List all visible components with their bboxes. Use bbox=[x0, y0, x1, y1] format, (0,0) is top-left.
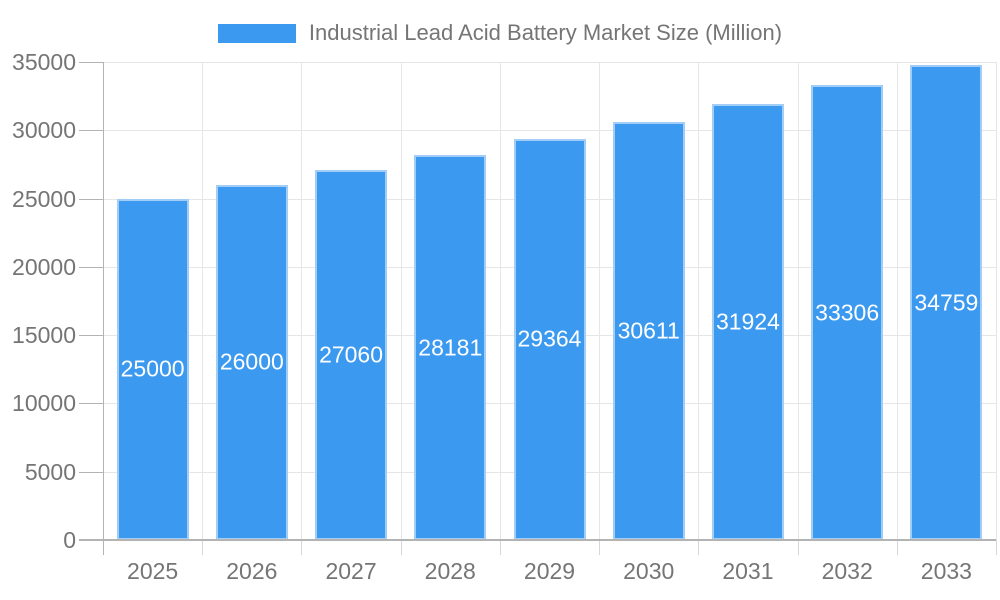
legend-swatch bbox=[217, 23, 296, 43]
y-axis-label: 20000 bbox=[12, 253, 76, 280]
legend-label: Industrial Lead Acid Battery Market Size… bbox=[308, 20, 783, 45]
bar[interactable] bbox=[414, 155, 487, 540]
bar[interactable] bbox=[711, 104, 784, 540]
x-axis-label: 2031 bbox=[722, 558, 774, 584]
chart-legend[interactable]: Industrial Lead Acid Battery Market Size… bbox=[0, 20, 1000, 46]
x-axis-label: 2028 bbox=[424, 558, 476, 584]
x-axis-label: 2030 bbox=[623, 558, 675, 584]
x-tick bbox=[599, 540, 601, 555]
y-tick bbox=[79, 335, 103, 337]
bar[interactable] bbox=[811, 85, 884, 540]
bar-value-label: 33306 bbox=[815, 299, 880, 326]
bar[interactable] bbox=[215, 184, 288, 540]
x-tick bbox=[499, 540, 501, 555]
v-gridline bbox=[400, 62, 402, 540]
bar-value-label: 25000 bbox=[120, 355, 185, 382]
x-axis-label: 2027 bbox=[325, 558, 377, 584]
plot-area: 0 5000 10000 15000 20000 25000 30000 35000 25000… bbox=[12, 51, 997, 583]
y-axis-label: 35000 bbox=[12, 49, 76, 75]
x-tick bbox=[797, 540, 799, 555]
bar-value-label: 34759 bbox=[914, 289, 979, 316]
v-gridline bbox=[202, 62, 204, 540]
bar-value-label: 30611 bbox=[617, 317, 680, 344]
bar-value-label: 31924 bbox=[715, 308, 780, 335]
bar-value-label: 28181 bbox=[418, 334, 483, 361]
y-axis-label: 10000 bbox=[12, 390, 76, 417]
x-tick bbox=[301, 540, 303, 555]
x-axis-label: 2032 bbox=[821, 558, 873, 584]
v-gridline bbox=[599, 62, 601, 540]
y-tick bbox=[79, 471, 103, 473]
y-tick bbox=[79, 403, 103, 405]
bar[interactable] bbox=[513, 138, 586, 540]
bar-value-label: 26000 bbox=[219, 348, 284, 375]
y-tick bbox=[79, 62, 103, 63]
x-axis-label: 2033 bbox=[920, 558, 972, 584]
v-gridline bbox=[698, 62, 700, 540]
bar[interactable] bbox=[910, 65, 983, 540]
v-gridline bbox=[896, 62, 898, 540]
bar[interactable] bbox=[612, 121, 685, 540]
y-axis-line bbox=[103, 62, 104, 555]
v-gridline bbox=[301, 62, 303, 540]
y-axis-label: 0 bbox=[63, 527, 76, 553]
y-tick bbox=[79, 130, 103, 132]
x-baseline bbox=[79, 539, 996, 541]
x-tick bbox=[400, 540, 402, 555]
y-axis-label: 30000 bbox=[12, 117, 76, 144]
bar[interactable] bbox=[315, 170, 388, 540]
x-tick bbox=[896, 540, 898, 555]
y-axis-label: 25000 bbox=[12, 185, 76, 212]
x-axis-label: 2029 bbox=[523, 558, 576, 584]
v-gridline bbox=[996, 62, 997, 540]
v-gridline bbox=[797, 62, 799, 540]
bar-value-label: 27060 bbox=[319, 341, 384, 368]
y-tick bbox=[79, 266, 103, 268]
x-axis-label: 2025 bbox=[127, 558, 179, 584]
h-gridline bbox=[103, 62, 996, 63]
y-axis-label: 5000 bbox=[24, 458, 76, 485]
x-tick bbox=[698, 540, 700, 555]
y-tick bbox=[79, 198, 103, 200]
x-axis-label: 2026 bbox=[226, 558, 278, 584]
bar[interactable] bbox=[116, 198, 189, 540]
x-tick bbox=[996, 540, 997, 555]
h-gridline bbox=[103, 130, 996, 132]
bar-value-label: 29364 bbox=[517, 325, 582, 352]
v-gridline bbox=[499, 62, 501, 540]
x-tick bbox=[202, 540, 204, 555]
y-axis-label: 15000 bbox=[12, 322, 76, 349]
